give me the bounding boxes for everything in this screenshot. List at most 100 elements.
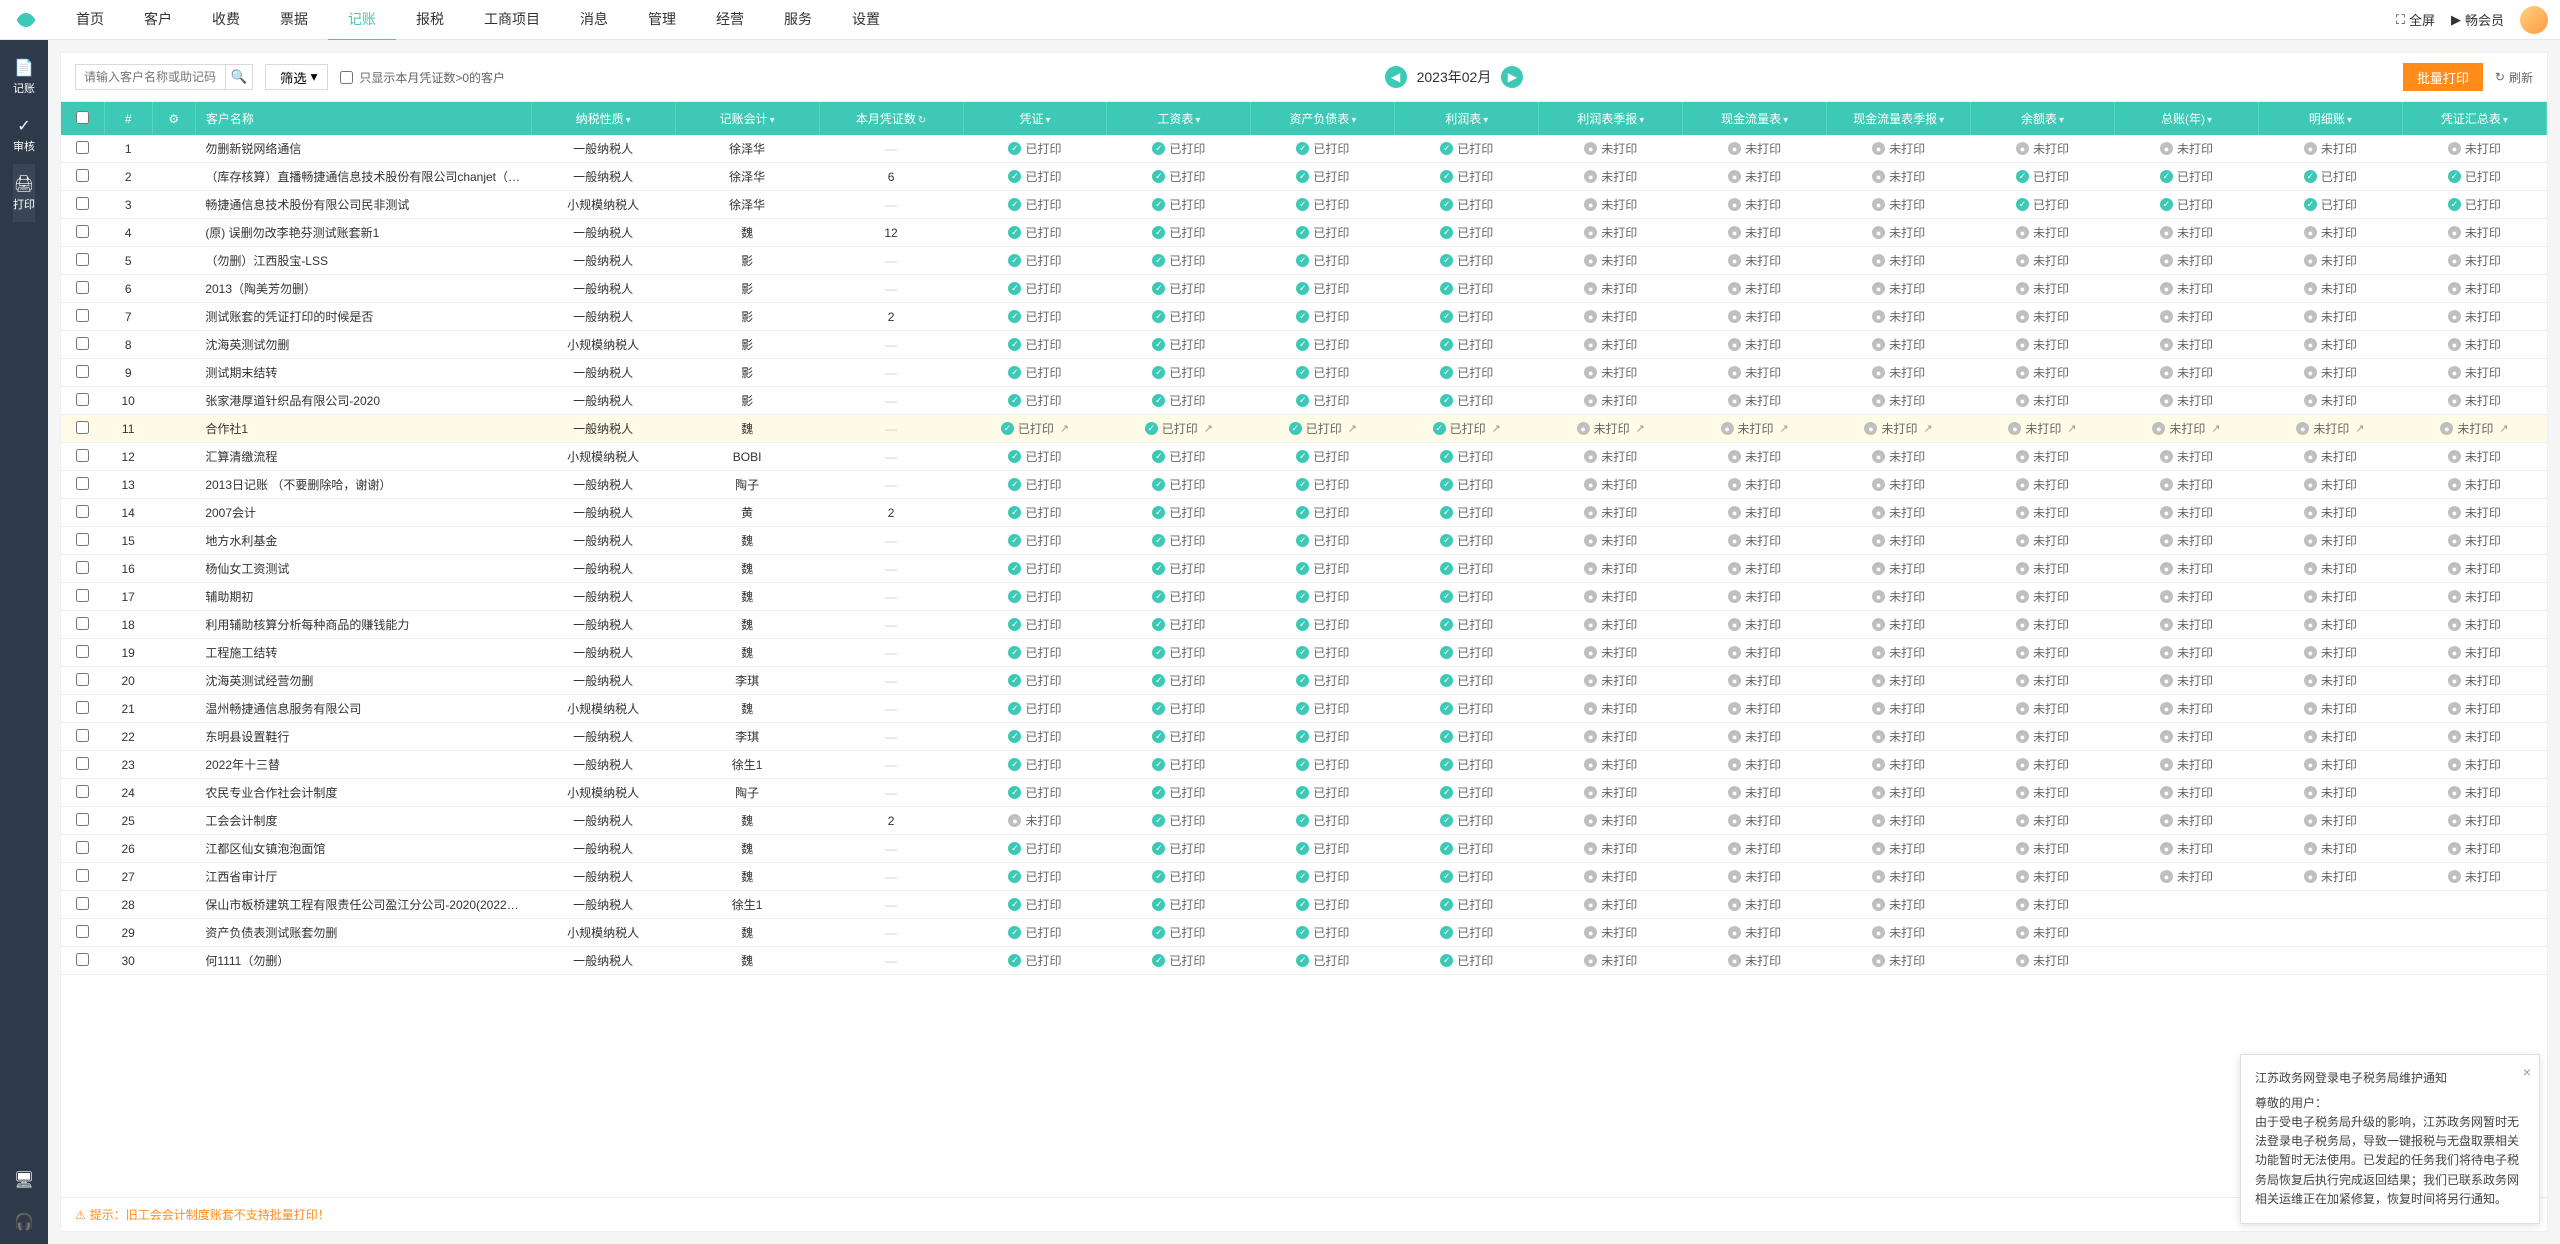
row-status-3[interactable]: ✓已打印 <box>1395 723 1539 751</box>
row-status-5[interactable]: ●未打印 <box>1683 947 1827 975</box>
row-status-1[interactable]: ✓已打印 <box>1107 275 1251 303</box>
row-status-0[interactable]: ✓已打印 <box>963 499 1107 527</box>
row-status-1[interactable]: ✓已打印 <box>1107 555 1251 583</box>
row-status-8[interactable]: ●未打印 <box>2115 723 2259 751</box>
row-status-8[interactable]: ●未打印 <box>2115 835 2259 863</box>
row-status-6[interactable]: ●未打印 <box>1827 555 1971 583</box>
table-row[interactable]: 1勿删新锐网络通信一般纳税人徐泽华—✓已打印✓已打印✓已打印✓已打印●未打印●未… <box>61 135 2547 163</box>
row-status-4[interactable]: ●未打印 <box>1539 583 1683 611</box>
table-row[interactable]: 3畅捷通信息技术股份有限公司民非测试小规模纳税人徐泽华—✓已打印✓已打印✓已打印… <box>61 191 2547 219</box>
row-status-4[interactable]: ●未打印 <box>1539 471 1683 499</box>
row-status-10[interactable]: ●未打印 <box>2402 443 2546 471</box>
row-status-5[interactable]: ●未打印 <box>1683 387 1827 415</box>
row-status-4[interactable]: ●未打印 <box>1539 611 1683 639</box>
row-status-2[interactable]: ✓已打印 <box>1251 583 1395 611</box>
row-status-6[interactable]: ●未打印 <box>1827 667 1971 695</box>
row-status-6[interactable]: ●未打印 <box>1827 219 1971 247</box>
row-status-1[interactable]: ✓已打印 <box>1107 443 1251 471</box>
row-status-8[interactable]: ●未打印 <box>2115 695 2259 723</box>
row-status-1[interactable]: ✓已打印 <box>1107 387 1251 415</box>
row-status-1[interactable]: ✓已打印 <box>1107 835 1251 863</box>
date-next-button[interactable]: ▶ <box>1501 66 1523 88</box>
row-status-0[interactable]: ✓已打印 <box>963 191 1107 219</box>
row-status-3[interactable]: ✓已打印 <box>1395 695 1539 723</box>
table-row[interactable]: 30何1111（勿删）一般纳税人魏—✓已打印✓已打印✓已打印✓已打印●未打印●未… <box>61 947 2547 975</box>
row-status-2[interactable]: ✓已打印 <box>1251 807 1395 835</box>
row-status-0[interactable]: ✓已打印 <box>963 359 1107 387</box>
row-status-10[interactable]: ●未打印 <box>2402 135 2546 163</box>
row-status-7[interactable]: ●未打印 <box>1971 331 2115 359</box>
table-row[interactable]: 232022年十三替一般纳税人徐生1—✓已打印✓已打印✓已打印✓已打印●未打印●… <box>61 751 2547 779</box>
table-row[interactable]: 8沈海英测试勿删小规模纳税人影—✓已打印✓已打印✓已打印✓已打印●未打印●未打印… <box>61 331 2547 359</box>
row-status-3[interactable]: ✓已打印 <box>1395 667 1539 695</box>
row-checkbox[interactable] <box>76 281 89 294</box>
row-status-4[interactable]: ●未打印 <box>1539 275 1683 303</box>
row-status-10[interactable]: ●未打印 <box>2402 611 2546 639</box>
member-button[interactable]: ▶ 畅会员 <box>2451 10 2504 29</box>
row-status-2[interactable]: ✓已打印 <box>1251 163 1395 191</box>
row-status-8[interactable]: ●未打印 <box>2115 639 2259 667</box>
row-status-1[interactable]: ✓已打印 <box>1107 471 1251 499</box>
row-status-9[interactable] <box>2258 947 2402 975</box>
row-status-0[interactable]: ✓已打印 <box>963 919 1107 947</box>
row-status-6[interactable]: ●未打印 <box>1827 695 1971 723</box>
row-status-5[interactable]: ●未打印 <box>1683 891 1827 919</box>
row-status-10[interactable]: ●未打印 <box>2402 807 2546 835</box>
row-status-10[interactable]: ●未打印 <box>2402 751 2546 779</box>
col-header-c4[interactable]: 利润表▾ <box>1395 102 1539 135</box>
row-checkbox[interactable] <box>76 561 89 574</box>
row-status-9[interactable]: ●未打印 <box>2258 611 2402 639</box>
row-checkbox[interactable] <box>76 169 89 182</box>
row-status-1[interactable]: ✓已打印 <box>1107 331 1251 359</box>
row-status-1[interactable]: ✓已打印 <box>1107 611 1251 639</box>
row-status-8[interactable]: ✓已打印 <box>2115 163 2259 191</box>
nav-item-2[interactable]: 收费 <box>192 0 260 41</box>
row-status-5[interactable]: ●未打印 <box>1683 723 1827 751</box>
row-status-0[interactable]: ✓已打印 <box>963 947 1107 975</box>
row-status-5[interactable]: ●未打印 <box>1683 863 1827 891</box>
row-checkbox[interactable] <box>76 645 89 658</box>
row-checkbox[interactable] <box>76 449 89 462</box>
row-status-4[interactable]: ●未打印 <box>1539 639 1683 667</box>
row-status-0[interactable]: ✓已打印 <box>963 527 1107 555</box>
row-status-9[interactable]: ●未打印↗ <box>2258 415 2402 443</box>
row-status-7[interactable]: ●未打印 <box>1971 471 2115 499</box>
row-checkbox[interactable] <box>76 141 89 154</box>
row-status-9[interactable]: ●未打印 <box>2258 583 2402 611</box>
row-status-3[interactable]: ✓已打印 <box>1395 191 1539 219</box>
row-status-7[interactable]: ●未打印 <box>1971 583 2115 611</box>
row-status-10[interactable]: ●未打印 <box>2402 331 2546 359</box>
row-status-4[interactable]: ●未打印 <box>1539 947 1683 975</box>
row-status-8[interactable]: ●未打印 <box>2115 247 2259 275</box>
row-status-6[interactable]: ●未打印 <box>1827 947 1971 975</box>
row-status-10[interactable]: ●未打印 <box>2402 583 2546 611</box>
row-status-9[interactable]: ●未打印 <box>2258 667 2402 695</box>
row-status-10[interactable]: ●未打印 <box>2402 723 2546 751</box>
sidebar-bottom-monitor[interactable]: 🖥 <box>0 1160 48 1202</box>
row-status-7[interactable]: ●未打印↗ <box>1971 415 2115 443</box>
row-status-4[interactable]: ●未打印 <box>1539 219 1683 247</box>
row-status-5[interactable]: ●未打印 <box>1683 443 1827 471</box>
row-status-10[interactable]: ●未打印 <box>2402 695 2546 723</box>
row-status-2[interactable]: ✓已打印 <box>1251 471 1395 499</box>
row-checkbox[interactable] <box>76 785 89 798</box>
row-status-2[interactable]: ✓已打印 <box>1251 947 1395 975</box>
row-status-7[interactable]: ●未打印 <box>1971 863 2115 891</box>
row-status-0[interactable]: ✓已打印 <box>963 555 1107 583</box>
row-status-9[interactable]: ●未打印 <box>2258 303 2402 331</box>
row-status-0[interactable]: ✓已打印 <box>963 387 1107 415</box>
row-status-7[interactable]: ●未打印 <box>1971 779 2115 807</box>
row-status-0[interactable]: ✓已打印 <box>963 611 1107 639</box>
row-status-7[interactable]: ●未打印 <box>1971 835 2115 863</box>
row-status-1[interactable]: ✓已打印 <box>1107 163 1251 191</box>
nav-item-5[interactable]: 报税 <box>396 0 464 41</box>
nav-item-10[interactable]: 服务 <box>764 0 832 41</box>
row-status-5[interactable]: ●未打印 <box>1683 751 1827 779</box>
table-row[interactable]: 25工会会计制度一般纳税人魏2●未打印✓已打印✓已打印✓已打印●未打印●未打印●… <box>61 807 2547 835</box>
row-status-7[interactable]: ●未打印 <box>1971 275 2115 303</box>
table-row[interactable]: 12汇算清缴流程小规模纳税人BOBI—✓已打印✓已打印✓已打印✓已打印●未打印●… <box>61 443 2547 471</box>
row-checkbox[interactable] <box>76 617 89 630</box>
table-row[interactable]: 21温州畅捷通信息服务有限公司小规模纳税人魏—✓已打印✓已打印✓已打印✓已打印●… <box>61 695 2547 723</box>
row-status-1[interactable]: ✓已打印 <box>1107 527 1251 555</box>
col-header-c5[interactable]: 利润表季报▾ <box>1539 102 1683 135</box>
